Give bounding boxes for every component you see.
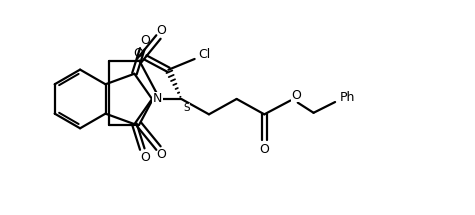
Text: O: O bbox=[140, 34, 150, 47]
Text: O: O bbox=[133, 47, 142, 60]
Text: O: O bbox=[259, 143, 269, 155]
Text: S: S bbox=[183, 103, 190, 113]
Text: O: O bbox=[292, 89, 302, 102]
Text: Cl: Cl bbox=[198, 48, 210, 61]
Text: O: O bbox=[157, 24, 166, 37]
Text: N: N bbox=[153, 92, 162, 105]
Text: O: O bbox=[140, 151, 150, 164]
Text: O: O bbox=[157, 148, 166, 161]
Text: Ph: Ph bbox=[340, 91, 356, 104]
